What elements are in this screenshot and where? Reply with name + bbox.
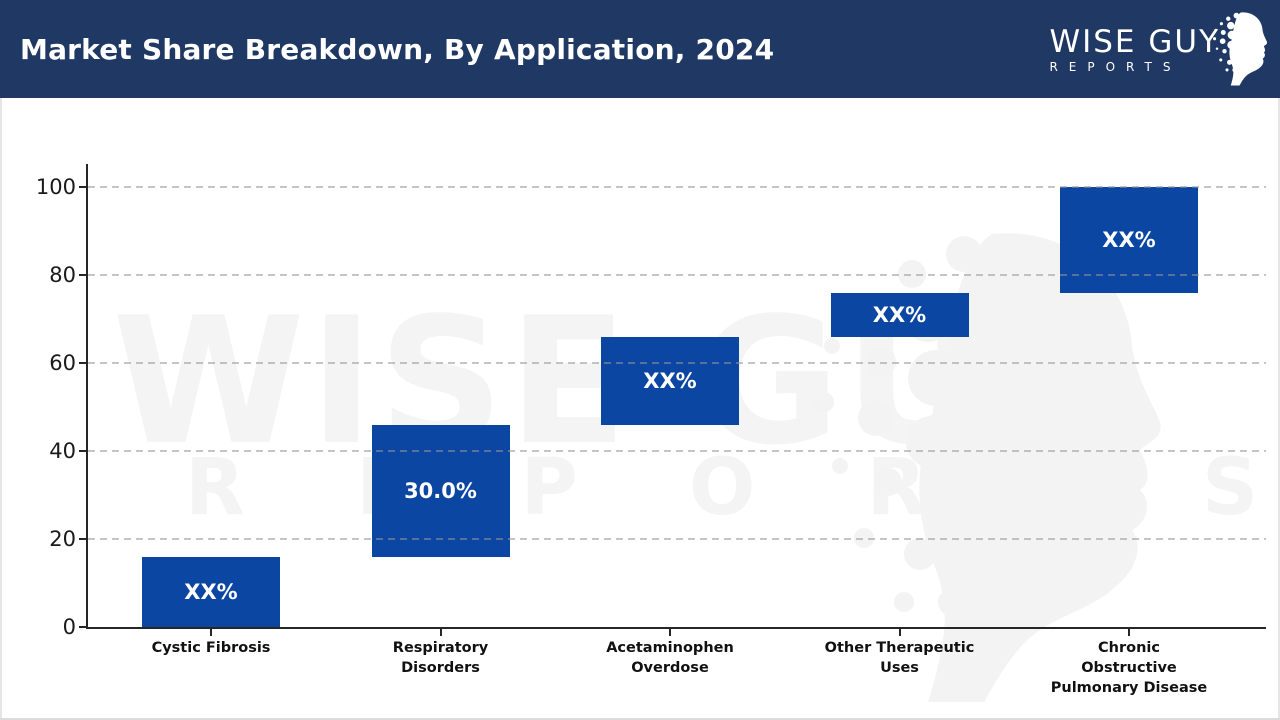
y-axis-spine [86,164,88,629]
y-tick-mark [79,186,87,188]
chart-bar: 30.0% [371,424,510,557]
bar-value-label: XX% [643,368,697,393]
x-category-line: Cystic Fibrosis [151,640,271,656]
y-gridline [88,186,1266,188]
x-category-line: Pulmonary Disease [1050,680,1208,696]
wiseguy-head-icon [1212,12,1268,86]
x-axis-spine [86,627,1266,629]
y-tick-mark [79,626,87,628]
bar-value-label: XX% [872,302,927,327]
y-tick-mark [79,274,87,276]
y-tick-label: 40 [49,439,76,463]
brand-name: WISE GUY [1049,23,1220,60]
y-tick-label: 100 [35,175,76,199]
x-category-line: Acetaminophen [606,640,734,656]
y-tick-mark [79,362,87,364]
x-tick-mark [669,629,671,636]
bar-value-label: XX% [1102,227,1156,252]
brand-logo-text: WISE GUY REPORTS [1049,25,1220,74]
header-band: Market Share Breakdown, By Application, … [0,0,1280,98]
chart-bar: XX% [601,336,739,425]
y-gridline [88,538,1266,540]
bar-value-label: 30.0% [404,478,477,503]
y-tick-mark [79,538,87,540]
bar-value-label: XX% [184,579,238,604]
x-category-label: Chronic Obstructive Pulmonary Disease [1013,638,1245,698]
x-category-line: Uses [880,660,919,676]
x-tick-mark [898,629,901,636]
x-category-line: Disorders [401,660,480,676]
y-gridline [88,362,1266,364]
x-category-label: Other Therapeutic Uses [784,638,1016,678]
x-tick-mark [210,629,212,636]
brand-logo: WISE GUY REPORTS [1049,10,1270,88]
page-title: Market Share Breakdown, By Application, … [20,32,775,66]
watermark-head-icon [814,233,1161,703]
x-category-label: Acetaminophen Overdose [554,638,786,678]
x-tick-mark [439,629,442,636]
x-category-line: Other Therapeutic [824,640,975,656]
y-tick-label: 20 [49,527,76,551]
x-category-label: Cystic Fibrosis [95,638,327,658]
y-tick-mark [79,450,87,452]
y-tick-label: 0 [62,615,76,639]
y-gridline [88,274,1266,276]
chart-bar: XX% [1060,187,1198,293]
x-category-line: Overdose [631,660,709,676]
chart-bar: XX% [830,292,969,337]
brand-subtitle: REPORTS [1049,59,1182,74]
x-category-line: Respiratory [392,640,489,656]
y-gridline [88,450,1266,452]
chart-bar: XX% [142,556,280,627]
chart-plot-area: 0 20 40 60 80 100 XX% Cystic Fibrosis 30.0% Respi… [0,98,1280,720]
x-category-label: Respiratory Disorders [325,638,557,678]
y-tick-label: 60 [49,351,76,375]
x-category-line: Obstructive [1081,660,1177,676]
y-tick-label: 80 [49,263,76,287]
x-category-line: Chronic [1098,640,1160,656]
x-tick-mark [1128,629,1130,636]
